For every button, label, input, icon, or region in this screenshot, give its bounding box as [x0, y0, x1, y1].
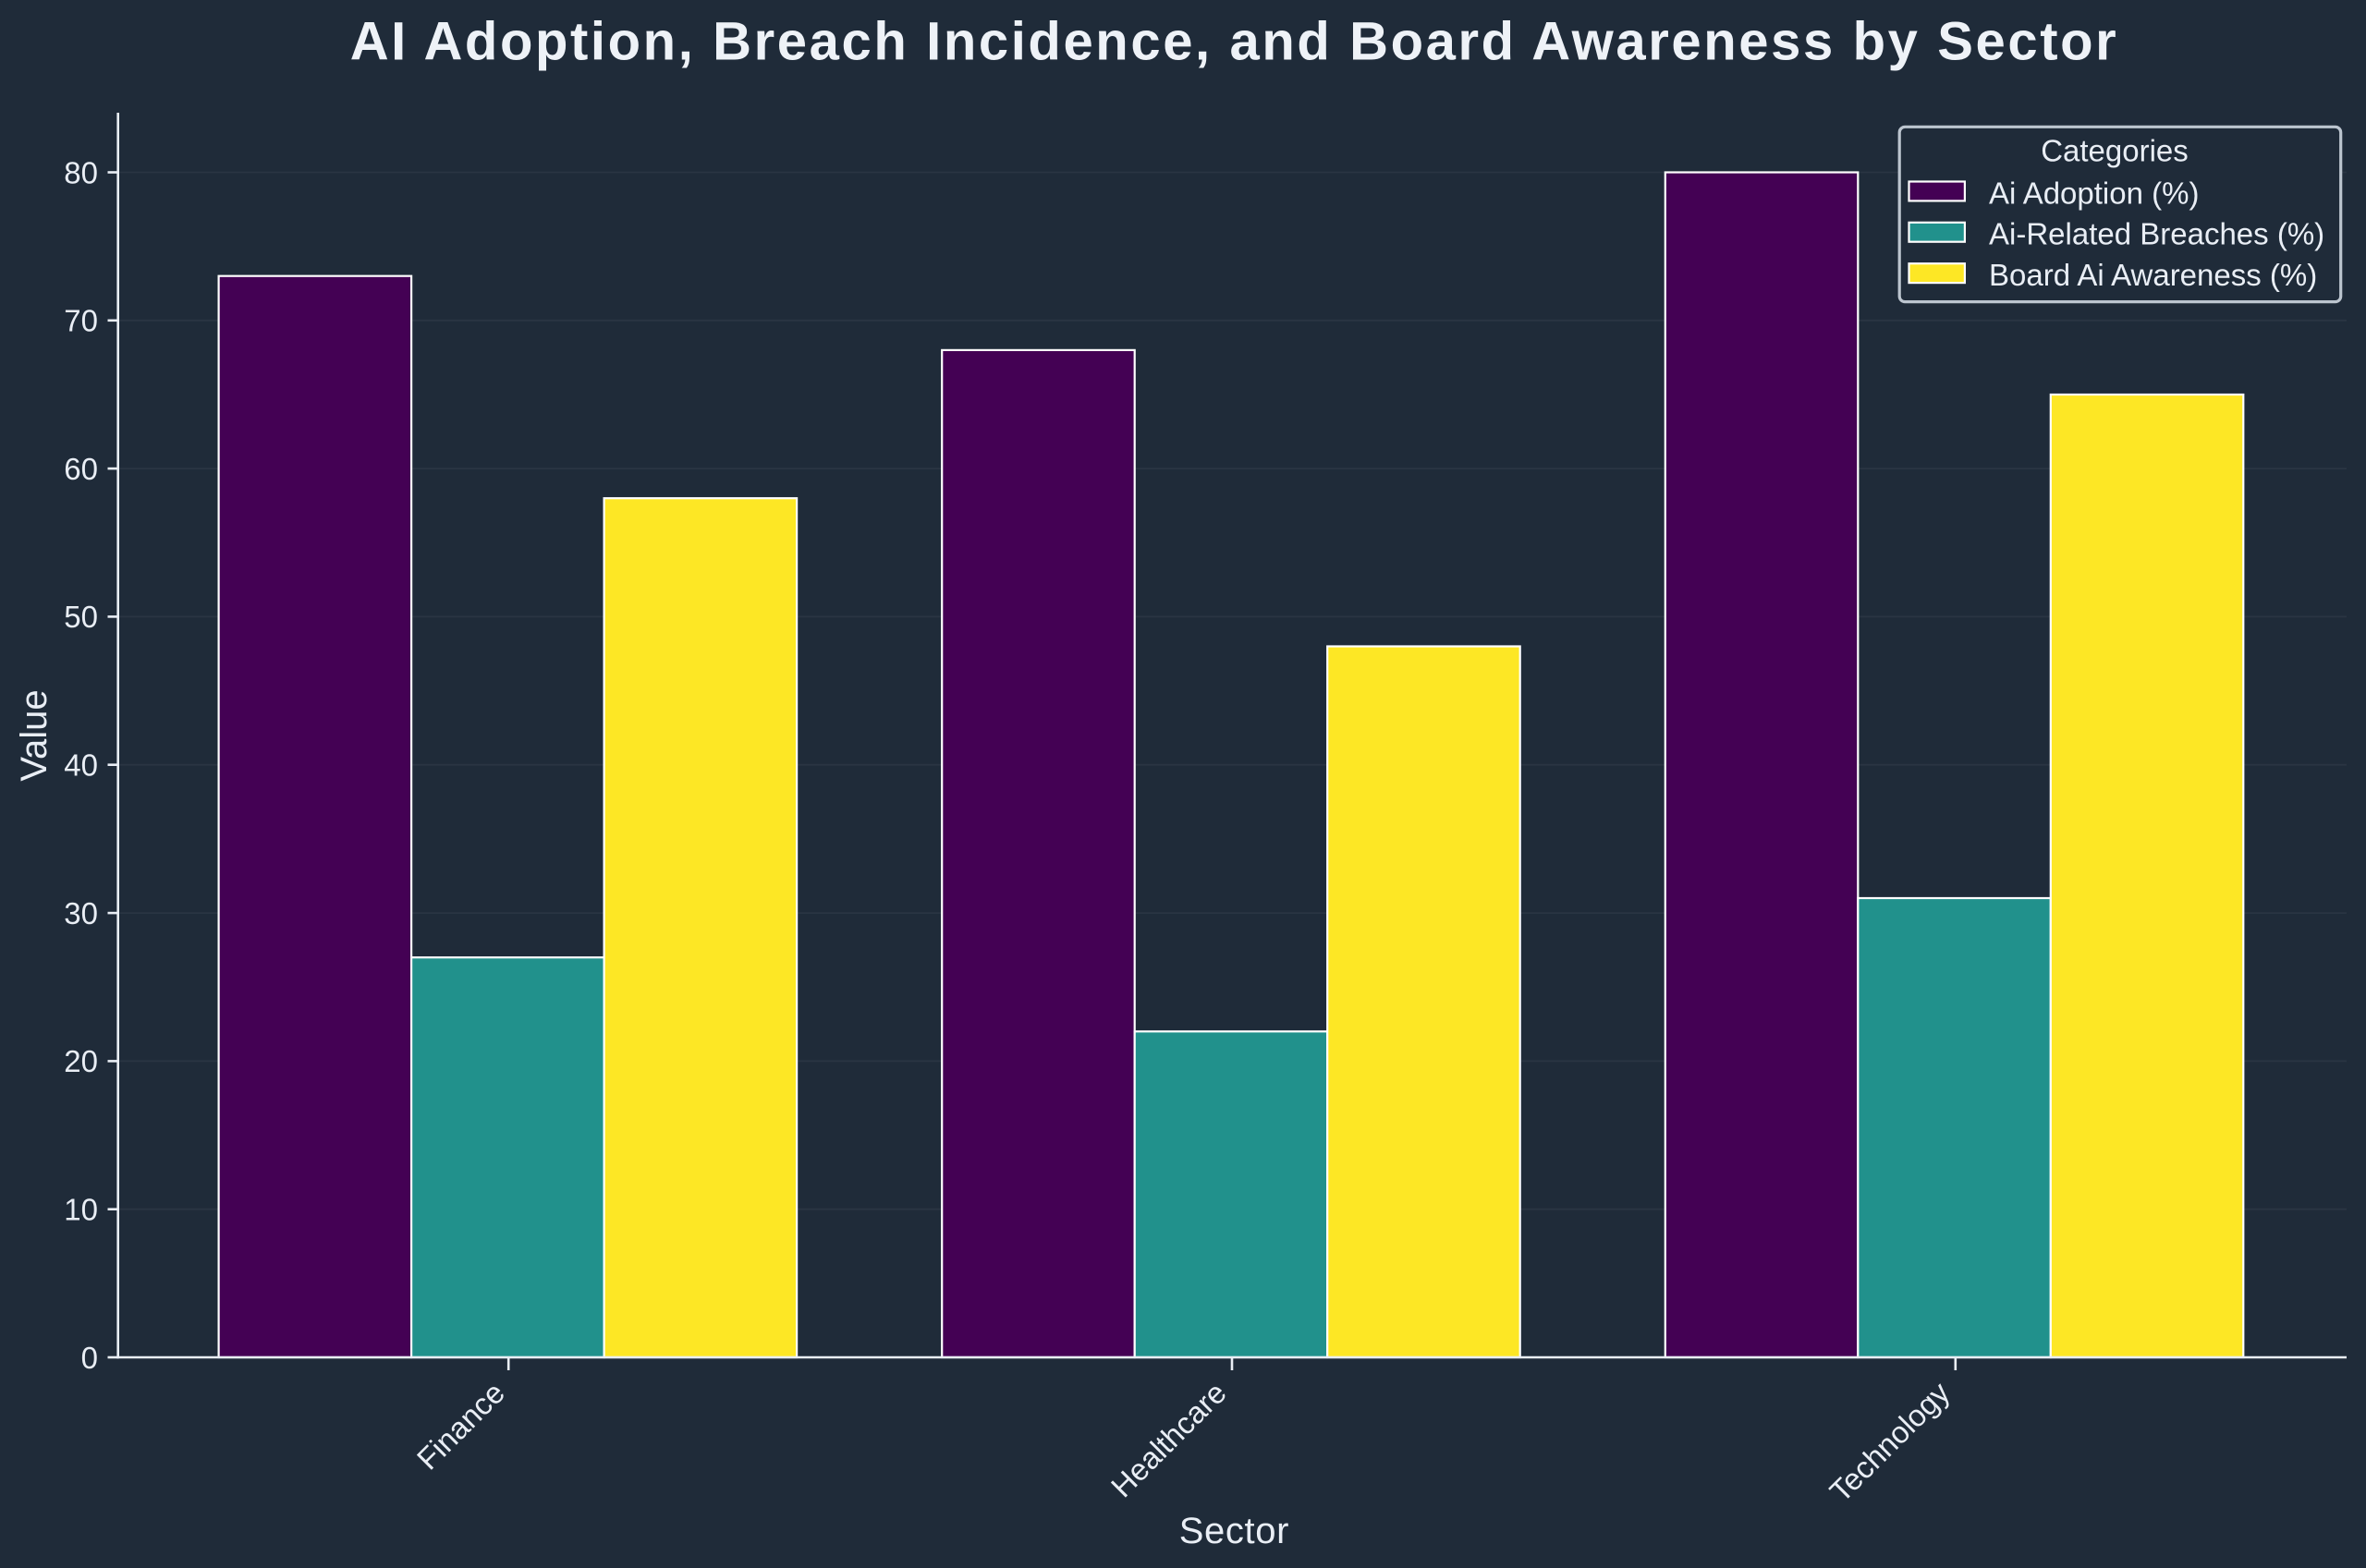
svg-text:Sector: Sector: [1179, 1511, 1289, 1551]
svg-text:0: 0: [81, 1341, 98, 1375]
svg-text:Ai-Related Breaches (%): Ai-Related Breaches (%): [1989, 217, 2324, 251]
svg-text:70: 70: [64, 304, 98, 338]
svg-text:AI Adoption, Breach Incidence,: AI Adoption, Breach Incidence, and Board…: [350, 12, 2119, 72]
svg-text:30: 30: [64, 896, 98, 930]
svg-text:10: 10: [64, 1193, 98, 1227]
svg-text:Categories: Categories: [2041, 134, 2189, 168]
svg-text:Ai Adoption (%): Ai Adoption (%): [1989, 176, 2199, 210]
svg-text:60: 60: [64, 452, 98, 486]
svg-text:50: 50: [64, 600, 98, 634]
svg-text:20: 20: [64, 1044, 98, 1078]
svg-text:40: 40: [64, 748, 98, 783]
svg-text:Board Ai Awareness (%): Board Ai Awareness (%): [1989, 258, 2317, 292]
svg-text:Value: Value: [14, 689, 55, 781]
svg-text:80: 80: [64, 155, 98, 189]
